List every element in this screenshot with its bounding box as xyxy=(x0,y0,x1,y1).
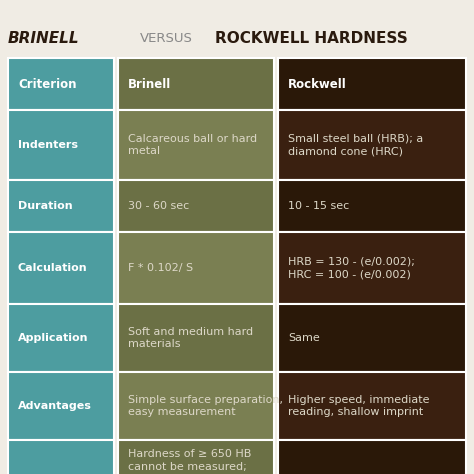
Text: Advantages: Advantages xyxy=(18,401,92,411)
Bar xyxy=(8,180,114,232)
Text: Soft and medium hard
materials: Soft and medium hard materials xyxy=(128,327,253,349)
Text: Higher speed, immediate
reading, shallow imprint: Higher speed, immediate reading, shallow… xyxy=(288,394,429,418)
Bar xyxy=(8,58,114,110)
Bar xyxy=(8,110,114,180)
Text: Small steel ball (HRB); a
diamond cone (HRC): Small steel ball (HRB); a diamond cone (… xyxy=(288,134,423,156)
Text: 10 - 15 sec: 10 - 15 sec xyxy=(288,201,349,211)
Text: Rockwell: Rockwell xyxy=(288,78,347,91)
Bar xyxy=(278,232,466,304)
Text: Simple surface preparation,
easy measurement: Simple surface preparation, easy measure… xyxy=(128,394,283,418)
Text: Brinell: Brinell xyxy=(128,78,171,91)
Bar xyxy=(278,180,466,232)
Text: Hardness of ≥ 650 HB
cannot be measured;
necessary to choose the
appropriate for: Hardness of ≥ 650 HB cannot be measured;… xyxy=(128,449,264,474)
Bar xyxy=(118,180,274,232)
Bar xyxy=(278,58,466,110)
Bar xyxy=(278,304,466,372)
Text: HRB = 130 - (e/0.002);
HRC = 100 - (e/0.002): HRB = 130 - (e/0.002); HRC = 100 - (e/0.… xyxy=(288,256,415,279)
Bar xyxy=(8,304,114,372)
Text: Criterion: Criterion xyxy=(18,78,76,91)
Text: VERSUS: VERSUS xyxy=(140,31,193,45)
Bar xyxy=(278,110,466,180)
Bar xyxy=(118,440,274,474)
Bar xyxy=(118,232,274,304)
Text: Application: Application xyxy=(18,333,89,343)
Text: ROCKWELL HARDNESS: ROCKWELL HARDNESS xyxy=(215,30,408,46)
Text: Same: Same xyxy=(288,333,320,343)
Bar xyxy=(8,440,114,474)
Bar xyxy=(118,58,274,110)
Text: F * 0.102/ S: F * 0.102/ S xyxy=(128,263,193,273)
Text: Indenters: Indenters xyxy=(18,140,78,150)
Bar xyxy=(118,304,274,372)
Bar xyxy=(8,372,114,440)
Text: Duration: Duration xyxy=(18,201,73,211)
Bar xyxy=(118,372,274,440)
Bar xyxy=(8,232,114,304)
Text: Calcareous ball or hard
metal: Calcareous ball or hard metal xyxy=(128,134,257,156)
Bar xyxy=(278,372,466,440)
Text: Calculation: Calculation xyxy=(18,263,88,273)
Text: 30 - 60 sec: 30 - 60 sec xyxy=(128,201,189,211)
Bar xyxy=(278,440,466,474)
Text: BRINELL: BRINELL xyxy=(8,30,80,46)
Bar xyxy=(118,110,274,180)
